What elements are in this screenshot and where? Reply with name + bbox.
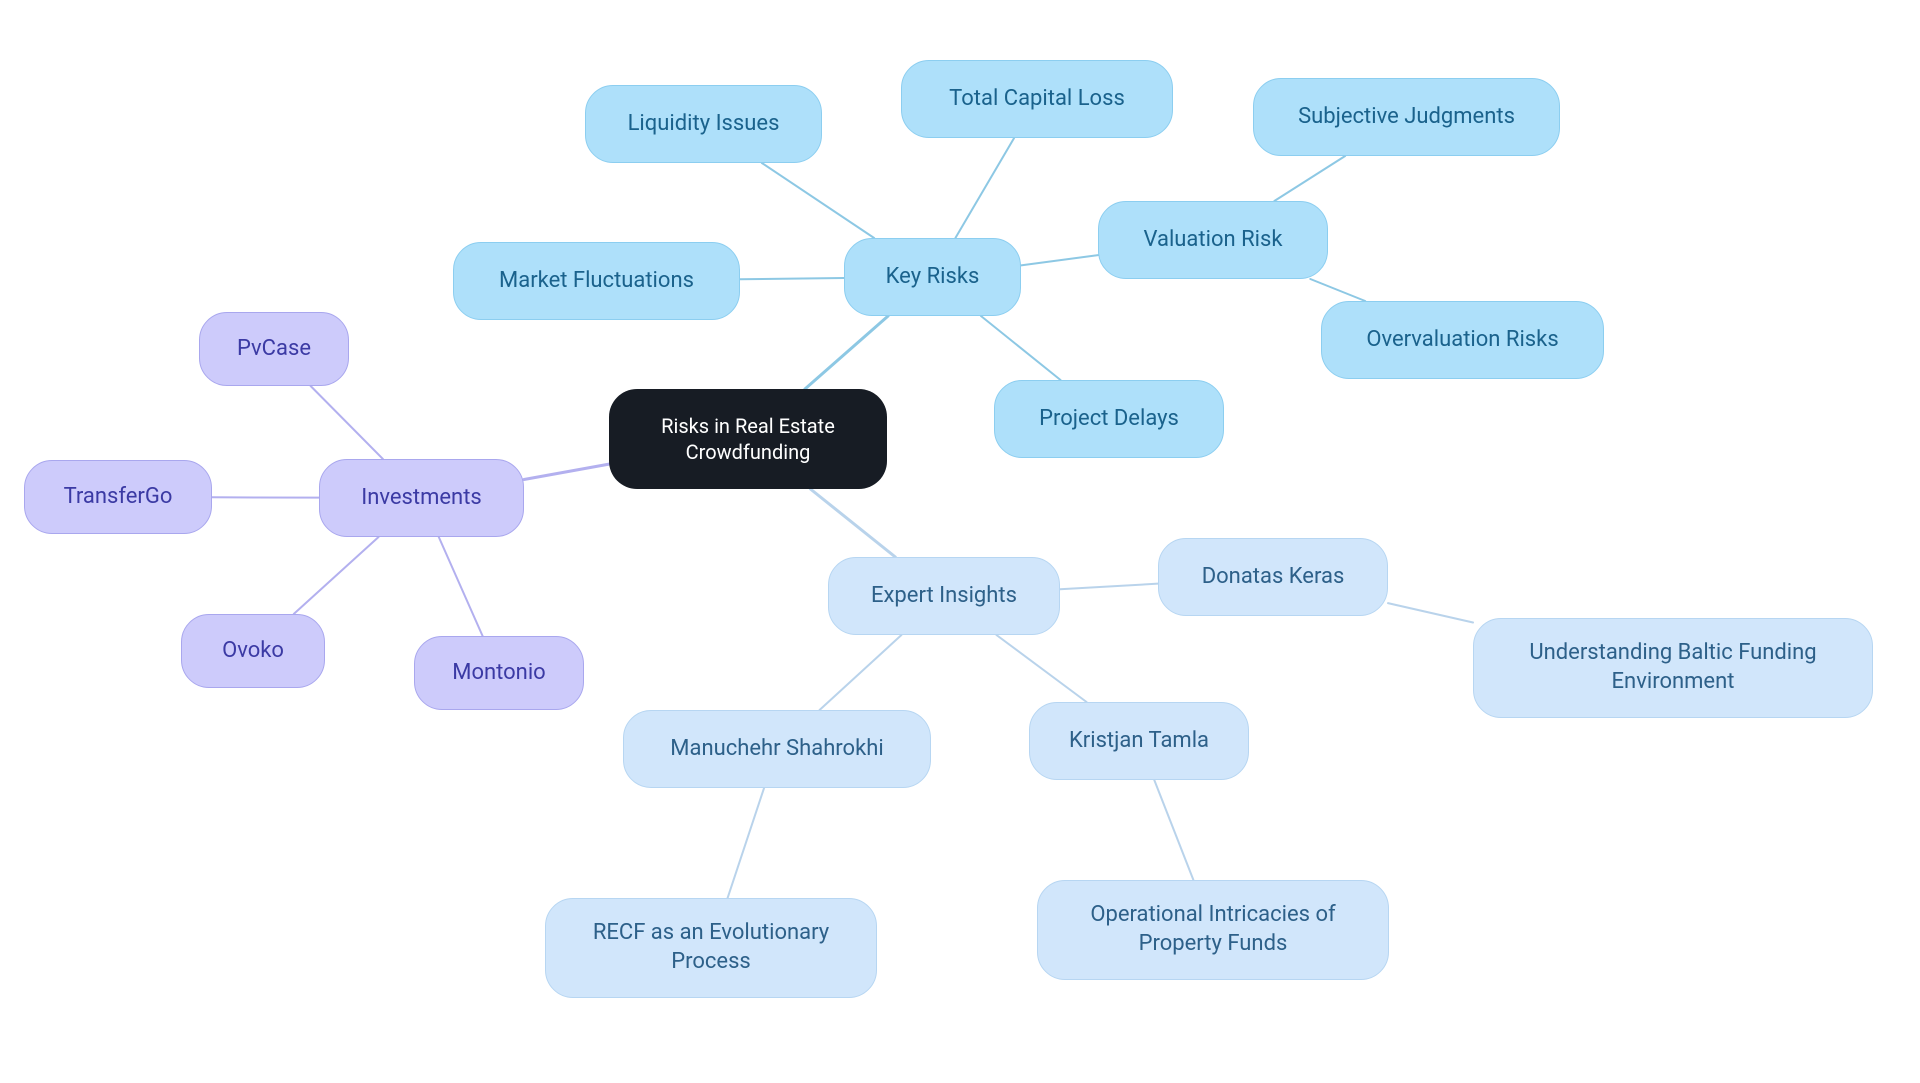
edge-keyrisks-liquidity	[762, 163, 874, 238]
edge-root-expertinsights	[810, 489, 895, 557]
node-ovoko: Ovoko	[181, 614, 325, 688]
node-projectdelays: Project Delays	[994, 380, 1224, 458]
edge-keyrisks-totalloss	[955, 138, 1014, 238]
node-label: Valuation Risk	[1143, 226, 1282, 255]
edge-manuchehr-recf	[728, 788, 764, 898]
node-transfergo: TransferGo	[24, 460, 212, 534]
node-label: Manuchehr Shahrokhi	[670, 735, 883, 764]
node-label: Market Fluctuations	[499, 267, 694, 296]
node-expertinsights: Expert Insights	[828, 557, 1060, 635]
node-label: Total Capital Loss	[949, 85, 1125, 114]
node-label: Risks in Real Estate Crowdfunding	[661, 413, 835, 465]
edge-keyrisks-projectdelays	[981, 316, 1061, 380]
node-overval: Overvaluation Risks	[1321, 301, 1604, 379]
node-label: Montonio	[452, 659, 545, 688]
edge-investments-montonio	[439, 537, 483, 636]
edge-investments-pvcase	[311, 386, 383, 459]
node-baltic: Understanding Baltic Funding Environment	[1473, 618, 1873, 718]
node-keyrisks: Key Risks	[844, 238, 1021, 316]
node-label: Donatas Keras	[1202, 563, 1345, 592]
node-label: Investments	[361, 484, 482, 513]
node-label: Ovoko	[222, 637, 284, 666]
edge-keyrisks-marketfluc	[740, 278, 844, 279]
node-label: Operational Intricacies of Property Fund…	[1090, 901, 1335, 958]
node-label: Project Delays	[1039, 405, 1179, 434]
edge-investments-ovoko	[294, 537, 379, 614]
node-label: PvCase	[237, 335, 311, 364]
node-label: Understanding Baltic Funding Environment	[1529, 639, 1816, 696]
node-subjudge: Subjective Judgments	[1253, 78, 1560, 156]
node-label: RECF as an Evolutionary Process	[593, 919, 829, 976]
node-valuationrisk: Valuation Risk	[1098, 201, 1328, 279]
edge-root-keyrisks	[805, 316, 888, 389]
edge-keyrisks-valuationrisk	[1021, 255, 1098, 265]
node-label: Kristjan Tamla	[1069, 727, 1209, 756]
edges-layer	[0, 0, 1920, 1083]
node-recf: RECF as an Evolutionary Process	[545, 898, 877, 998]
node-investments: Investments	[319, 459, 524, 537]
edge-donatas-baltic	[1388, 603, 1473, 622]
node-label: Overvaluation Risks	[1366, 326, 1558, 355]
edge-valuationrisk-overval	[1310, 279, 1365, 301]
node-manuchehr: Manuchehr Shahrokhi	[623, 710, 931, 788]
node-label: Subjective Judgments	[1298, 103, 1515, 132]
node-marketfluc: Market Fluctuations	[453, 242, 740, 320]
node-donatas: Donatas Keras	[1158, 538, 1388, 616]
node-montonio: Montonio	[414, 636, 584, 710]
node-opint: Operational Intricacies of Property Fund…	[1037, 880, 1389, 980]
node-label: Liquidity Issues	[628, 110, 780, 139]
edge-expertinsights-manuchehr	[820, 635, 902, 710]
edge-expertinsights-donatas	[1060, 584, 1158, 590]
node-totalloss: Total Capital Loss	[901, 60, 1173, 138]
node-kristjan: Kristjan Tamla	[1029, 702, 1249, 780]
edge-expertinsights-kristjan	[996, 635, 1086, 702]
node-root: Risks in Real Estate Crowdfunding	[609, 389, 887, 489]
node-label: Expert Insights	[871, 582, 1017, 611]
edge-kristjan-opint	[1154, 780, 1193, 880]
edge-valuationrisk-subjudge	[1274, 156, 1345, 201]
node-pvcase: PvCase	[199, 312, 349, 386]
edge-root-investments	[524, 464, 609, 479]
node-label: TransferGo	[64, 483, 173, 512]
node-liquidity: Liquidity Issues	[585, 85, 822, 163]
diagram-canvas: Risks in Real Estate Crowdfunding Investm…	[0, 0, 1920, 1083]
node-label: Key Risks	[886, 263, 980, 292]
